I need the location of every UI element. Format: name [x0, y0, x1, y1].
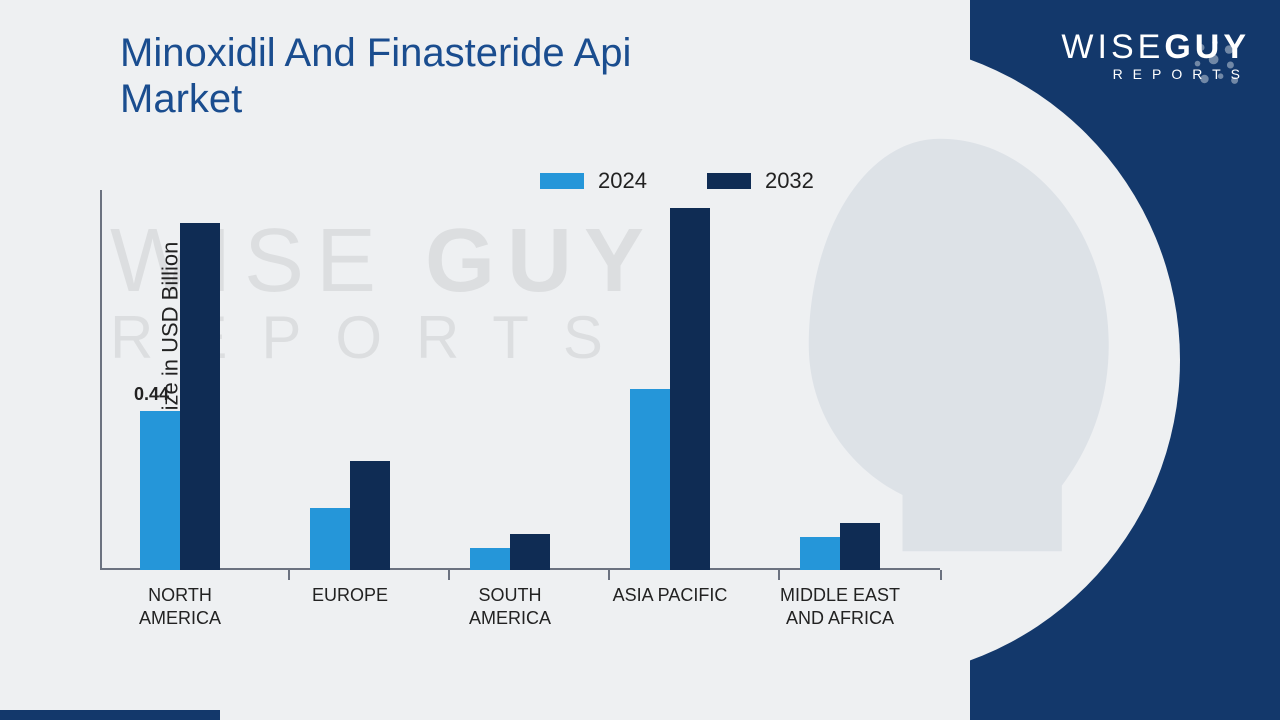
bar-2032	[510, 534, 550, 570]
bar-group: EUROPE	[310, 461, 390, 570]
x-tick-label: ASIA PACIFIC	[600, 584, 740, 607]
bar-group: SOUTH AMERICA	[470, 534, 550, 570]
bar-2024	[800, 537, 840, 570]
y-axis-line	[100, 190, 102, 570]
bar-2032	[350, 461, 390, 570]
x-axis-tick	[448, 570, 450, 580]
x-axis-tick	[940, 570, 942, 580]
x-axis-tick	[288, 570, 290, 580]
x-tick-label: MIDDLE EAST AND AFRICA	[770, 584, 910, 629]
legend-swatch-2024	[540, 173, 584, 189]
bar-group: MIDDLE EAST AND AFRICA	[800, 523, 880, 570]
chart-plot-area: NORTH AMERICAEUROPESOUTH AMERICAASIA PAC…	[100, 190, 940, 570]
x-tick-label: NORTH AMERICA	[110, 584, 250, 629]
logo: WISEGUY REPORTS	[1061, 30, 1250, 82]
bar-group: ASIA PACIFIC	[630, 208, 710, 570]
x-tick-label: EUROPE	[280, 584, 420, 607]
bar-2024	[470, 548, 510, 570]
chart-title: Minoxidil And Finasteride Api Market	[120, 30, 760, 122]
bar-2024	[140, 411, 180, 570]
bar-2024	[630, 389, 670, 570]
x-axis-tick	[778, 570, 780, 580]
logo-text-a: WISE	[1061, 28, 1164, 66]
bar-2024	[310, 508, 350, 570]
legend-swatch-2032	[707, 173, 751, 189]
bar-2032	[180, 223, 220, 570]
bottom-accent-bar	[0, 710, 220, 720]
bar-data-label: 0.44	[134, 384, 169, 405]
bar-2032	[840, 523, 880, 570]
x-tick-label: SOUTH AMERICA	[440, 584, 580, 629]
x-axis-tick	[608, 570, 610, 580]
logo-head-icon	[1180, 30, 1250, 100]
bar-2032	[670, 208, 710, 570]
